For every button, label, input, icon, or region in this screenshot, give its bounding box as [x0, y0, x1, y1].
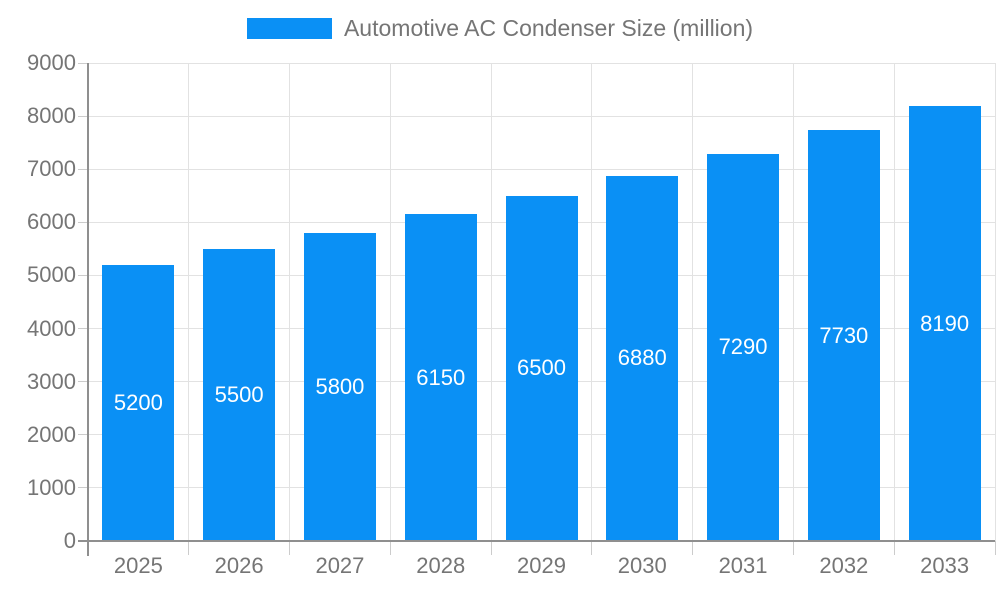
bar-2032[interactable]	[807, 130, 880, 541]
bar-2028[interactable]	[404, 214, 477, 541]
bar-2027[interactable]	[303, 232, 376, 541]
x-tick-label: 2032	[819, 553, 869, 578]
bar-value-label: 6880	[617, 345, 667, 371]
bar-value-label: 6500	[517, 355, 566, 381]
y-tick	[78, 221, 88, 223]
bar-value-label: 7730	[819, 322, 869, 348]
y-tick	[78, 274, 88, 276]
y-tick-label: 2000	[27, 421, 76, 447]
x-gridline	[188, 63, 190, 541]
x-tick-label: 2029	[517, 553, 566, 578]
x-gridline	[994, 63, 996, 541]
y-tick-label: 9000	[27, 50, 76, 75]
y-tick-label: 6000	[27, 209, 76, 235]
bar-value-label: 6150	[416, 364, 466, 390]
y-tick	[78, 328, 88, 330]
y-tick	[78, 115, 88, 117]
x-tick	[893, 541, 895, 555]
x-tick	[591, 541, 593, 555]
bar-2026[interactable]	[203, 248, 276, 541]
x-tick	[389, 541, 391, 555]
x-tick-label: 2028	[416, 553, 466, 578]
x-gridline	[692, 63, 694, 541]
x-tick-label: 2031	[718, 553, 768, 578]
bar-2031[interactable]	[707, 153, 780, 541]
y-tick-label: 4000	[27, 315, 76, 341]
y-tick-label: 7000	[27, 156, 76, 182]
x-tick	[289, 541, 291, 555]
x-tick-label: 2030	[617, 553, 667, 578]
x-gridline	[490, 63, 492, 541]
y-tick	[78, 381, 88, 383]
x-axis-line	[78, 540, 995, 542]
y-tick-label: 5000	[27, 262, 76, 288]
x-tick-label: 2027	[315, 553, 365, 578]
y-axis-line	[87, 63, 89, 556]
x-gridline	[289, 63, 291, 541]
bar-value-label: 5200	[113, 389, 163, 415]
chart-legend[interactable]: Automotive AC Condenser Size (million)	[0, 15, 1000, 41]
y-tick-label: 3000	[27, 368, 76, 394]
x-tick	[188, 541, 190, 555]
y-gridline	[88, 168, 995, 170]
x-tick-label: 2025	[113, 553, 163, 578]
legend-label: Automotive AC Condenser Size (million)	[343, 15, 754, 41]
bar-value-label: 8190	[920, 310, 970, 336]
x-gridline	[389, 63, 391, 541]
bar-2025[interactable]	[102, 264, 175, 541]
x-tick-label: 2026	[214, 553, 264, 578]
x-tick	[692, 541, 694, 555]
y-tick-label: 8000	[27, 103, 76, 129]
y-tick	[78, 487, 88, 489]
y-tick	[78, 62, 88, 64]
y-tick-label: 0	[63, 528, 76, 553]
bar-2030[interactable]	[606, 175, 679, 541]
legend-swatch	[246, 18, 332, 40]
bar-2033[interactable]	[908, 106, 981, 541]
x-tick	[490, 541, 492, 555]
x-gridline	[591, 63, 593, 541]
y-gridline	[88, 115, 995, 117]
y-tick	[78, 168, 88, 170]
y-tick-label: 1000	[27, 474, 76, 500]
x-tick-label: 2033	[920, 553, 970, 578]
x-tick	[994, 541, 996, 555]
x-tick	[792, 541, 794, 555]
bar-value-label: 5500	[214, 381, 264, 407]
y-gridline	[88, 62, 995, 64]
bar-value-label: 5800	[315, 373, 365, 399]
y-tick	[78, 434, 88, 436]
bar-2029[interactable]	[505, 195, 578, 541]
x-gridline	[792, 63, 794, 541]
bar-value-label: 7290	[718, 334, 768, 360]
x-gridline	[893, 63, 895, 541]
